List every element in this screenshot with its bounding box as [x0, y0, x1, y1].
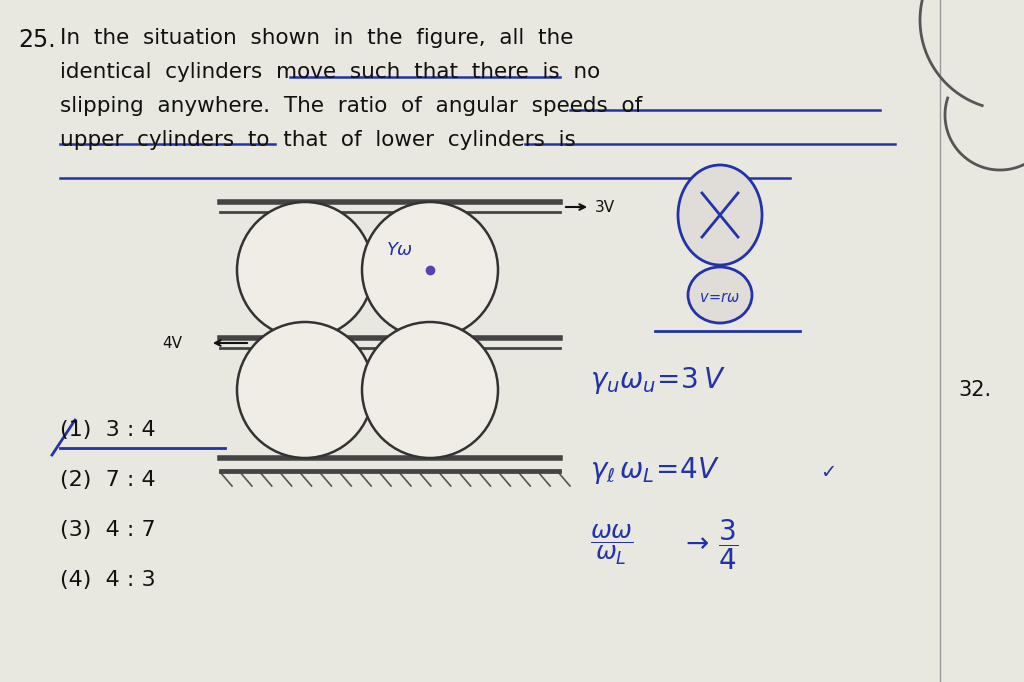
Text: $\gamma_\ell\,\omega_L\!=\!4V$: $\gamma_\ell\,\omega_L\!=\!4V$	[590, 454, 720, 486]
Text: 32.: 32.	[958, 380, 991, 400]
Text: 25.: 25.	[18, 28, 55, 52]
Text: $\gamma_u\omega_u\!=\!3\,V$: $\gamma_u\omega_u\!=\!3\,V$	[590, 364, 726, 396]
Text: (1)  3 : 4: (1) 3 : 4	[60, 420, 156, 440]
Text: (2)  7 : 4: (2) 7 : 4	[60, 470, 156, 490]
Circle shape	[237, 202, 373, 338]
Circle shape	[237, 322, 373, 458]
Text: In  the  situation  shown  in  the  figure,  all  the: In the situation shown in the figure, al…	[60, 28, 573, 48]
Text: $v\!=\!r\omega$: $v\!=\!r\omega$	[699, 289, 740, 304]
Text: $Y\omega$: $Y\omega$	[386, 241, 414, 259]
Ellipse shape	[688, 267, 752, 323]
Text: (4)  4 : 3: (4) 4 : 3	[60, 570, 156, 590]
Text: identical  cylinders  move  such  that  there  is  no: identical cylinders move such that there…	[60, 62, 600, 82]
Circle shape	[362, 322, 498, 458]
Ellipse shape	[678, 165, 762, 265]
Text: $\rightarrow\,\dfrac{3}{4}$: $\rightarrow\,\dfrac{3}{4}$	[680, 518, 738, 572]
Text: $\dfrac{\omega\omega}{\omega_L}$: $\dfrac{\omega\omega}{\omega_L}$	[590, 523, 634, 567]
Text: (3)  4 : 7: (3) 4 : 7	[60, 520, 156, 540]
Text: 3V: 3V	[595, 200, 615, 215]
Text: upper  cylinders  to  that  of  lower  cylinders  is: upper cylinders to that of lower cylinde…	[60, 130, 575, 150]
Text: slipping  anywhere.  The  ratio  of  angular  speeds  of: slipping anywhere. The ratio of angular …	[60, 96, 642, 116]
Circle shape	[362, 202, 498, 338]
Text: 4V: 4V	[162, 336, 182, 351]
Text: $\checkmark$: $\checkmark$	[820, 460, 835, 479]
